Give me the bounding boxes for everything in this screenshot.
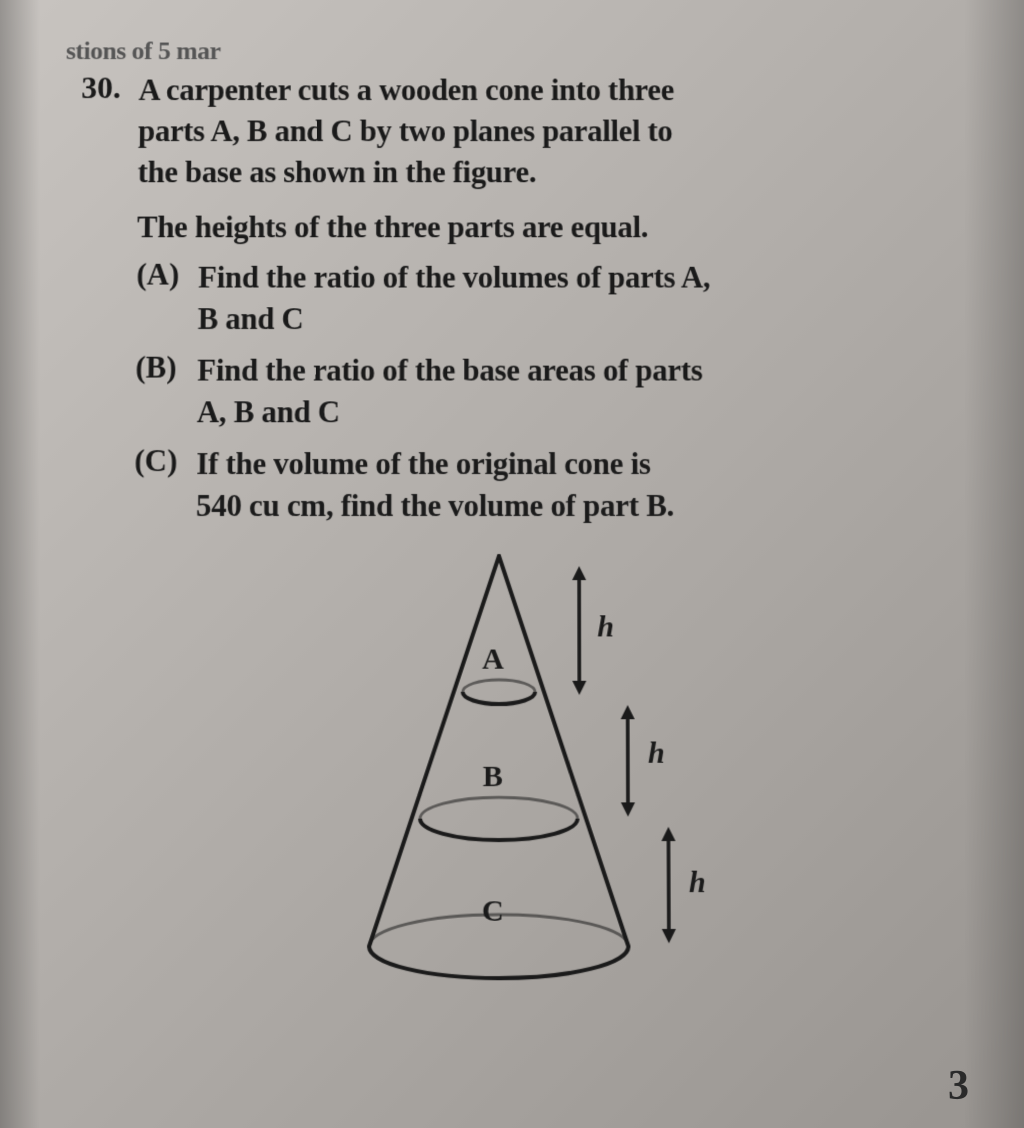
part-line: B and C [198,299,972,340]
page-content: stions of 5 mar 30. A carpenter cuts a w… [54,37,981,983]
part-a: (A) Find the ratio of the volumes of par… [136,257,972,340]
part-line: Find the ratio of the volumes of parts A… [198,257,971,298]
part-line: Find the ratio of the base areas of part… [197,350,972,391]
stem-line: the base as shown in the figure. [137,152,969,193]
left-binding-shadow [0,0,40,1128]
question-body: A carpenter cuts a wooden cone into thre… [129,70,981,983]
question-block: 30. A carpenter cuts a wooden cone into … [54,70,981,983]
part-b: (B) Find the ratio of the base areas of … [135,350,973,433]
svg-text:C: C [482,894,504,928]
cutoff-text: stions of 5 mar [66,37,968,66]
svg-text:h: h [648,737,665,771]
svg-text:h: h [689,866,706,900]
part-line: A, B and C [197,391,973,433]
question-number: 30. [65,70,121,106]
part-line: 540 cu cm, find the volume of part B. [196,485,975,527]
part-label: (C) [134,443,182,479]
part-c: (C) If the volume of the original cone i… [134,443,975,527]
svg-text:h: h [597,611,614,644]
figure-container: A B Ch h h [98,546,980,982]
part-line: If the volume of the original cone is [196,443,974,485]
svg-text:B: B [483,760,503,794]
part-label: (B) [135,350,183,386]
page-number: 3 [948,1062,969,1110]
svg-text:A: A [482,643,504,677]
stem-line: parts A, B and C by two planes parallel … [138,111,969,152]
stem-line: A carpenter cuts a wooden cone into thre… [138,70,968,111]
part-label: (A) [136,257,184,293]
cone-diagram: A B Ch h h [326,546,752,982]
note-line: The heights of the three parts are equal… [137,206,971,247]
